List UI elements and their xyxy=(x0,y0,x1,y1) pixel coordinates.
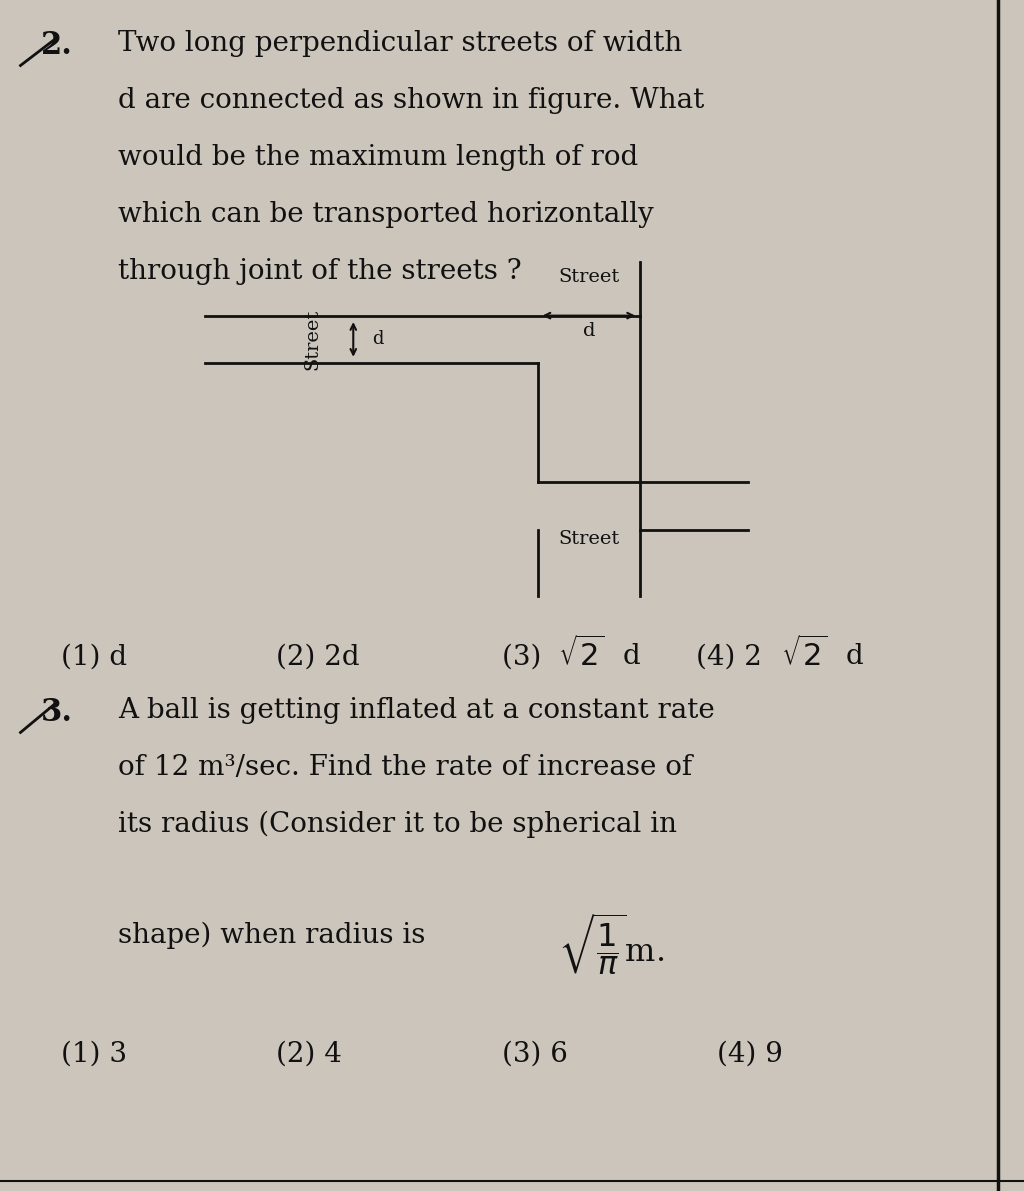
Text: d: d xyxy=(846,643,863,671)
Text: $\sqrt{\dfrac{1}{\pi}}$m.: $\sqrt{\dfrac{1}{\pi}}$m. xyxy=(558,912,665,978)
Text: $\sqrt{2}$: $\sqrt{2}$ xyxy=(781,637,827,673)
Text: Street: Street xyxy=(558,268,620,286)
Text: Street: Street xyxy=(303,308,322,370)
Text: d: d xyxy=(583,322,595,339)
Text: (1) d: (1) d xyxy=(61,643,128,671)
Text: 2.: 2. xyxy=(41,30,73,61)
Text: 3.: 3. xyxy=(41,697,73,728)
Text: (2) 2d: (2) 2d xyxy=(276,643,360,671)
Text: (4) 2: (4) 2 xyxy=(696,643,762,671)
Text: shape) when radius is: shape) when radius is xyxy=(118,922,425,949)
Text: (3) 6: (3) 6 xyxy=(502,1041,567,1068)
Text: through joint of the streets ?: through joint of the streets ? xyxy=(118,258,521,286)
Text: d: d xyxy=(623,643,640,671)
Text: Street: Street xyxy=(558,530,620,548)
Text: its radius (Consider it to be spherical in: its radius (Consider it to be spherical … xyxy=(118,811,677,838)
Text: would be the maximum length of rod: would be the maximum length of rod xyxy=(118,144,638,172)
Text: of 12 m³/sec. Find the rate of increase of: of 12 m³/sec. Find the rate of increase … xyxy=(118,754,692,781)
Text: (1) 3: (1) 3 xyxy=(61,1041,127,1068)
Text: (4) 9: (4) 9 xyxy=(717,1041,782,1068)
Text: $\sqrt{2}$: $\sqrt{2}$ xyxy=(558,637,604,673)
Text: (2) 4: (2) 4 xyxy=(276,1041,342,1068)
Text: Two long perpendicular streets of width: Two long perpendicular streets of width xyxy=(118,30,682,57)
Text: d are connected as shown in figure. What: d are connected as shown in figure. What xyxy=(118,87,705,114)
Text: A ball is getting inflated at a constant rate: A ball is getting inflated at a constant… xyxy=(118,697,715,724)
Text: d: d xyxy=(372,330,383,349)
Text: (3): (3) xyxy=(502,643,550,671)
Text: which can be transported horizontally: which can be transported horizontally xyxy=(118,201,653,229)
